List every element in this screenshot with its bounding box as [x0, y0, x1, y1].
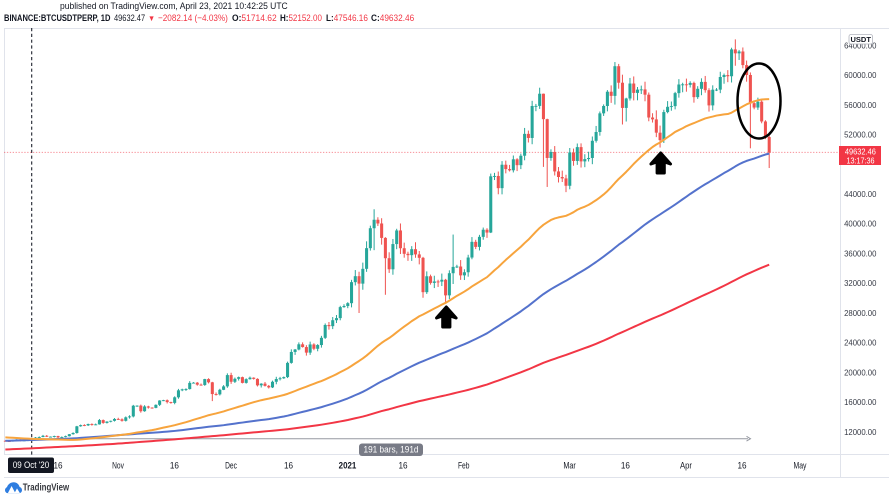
svg-text:40000.00: 40000.00 — [844, 220, 877, 229]
svg-text:Mar: Mar — [563, 460, 576, 470]
svg-text:13:17:36: 13:17:36 — [847, 156, 875, 165]
svg-text:Nov: Nov — [112, 460, 124, 470]
svg-text:12000.00: 12000.00 — [844, 428, 877, 437]
svg-text:36000.00: 36000.00 — [844, 250, 877, 259]
svg-text:16: 16 — [737, 460, 746, 470]
svg-text:56000.00: 56000.00 — [844, 101, 877, 110]
svg-text:May: May — [794, 460, 807, 470]
svg-text:16: 16 — [398, 460, 407, 470]
svg-text:Apr: Apr — [680, 460, 692, 470]
svg-text:Feb: Feb — [458, 460, 470, 470]
svg-text:49632.46: 49632.46 — [845, 147, 877, 156]
svg-text:Dec: Dec — [225, 460, 237, 470]
svg-text:44000.00: 44000.00 — [844, 190, 877, 199]
svg-text:52000.00: 52000.00 — [844, 131, 877, 140]
svg-text:TradingView: TradingView — [23, 482, 70, 493]
svg-text:2021: 2021 — [339, 460, 357, 470]
svg-text:64000.00: 64000.00 — [844, 41, 877, 50]
svg-text:20000.00: 20000.00 — [844, 369, 877, 378]
svg-text:60000.00: 60000.00 — [844, 71, 877, 80]
svg-text:191 bars, 191d: 191 bars, 191d — [364, 445, 419, 455]
svg-text:16: 16 — [621, 460, 630, 470]
svg-text:16: 16 — [53, 460, 62, 470]
svg-text:09 Oct '20: 09 Oct '20 — [13, 460, 50, 470]
svg-text:32000.00: 32000.00 — [844, 279, 877, 288]
svg-text:24000.00: 24000.00 — [844, 339, 877, 348]
svg-text:USDT: USDT — [850, 35, 871, 44]
svg-text:16000.00: 16000.00 — [844, 398, 877, 407]
svg-text:28000.00: 28000.00 — [844, 309, 877, 318]
svg-text:16: 16 — [284, 460, 293, 470]
svg-text:16: 16 — [170, 460, 179, 470]
